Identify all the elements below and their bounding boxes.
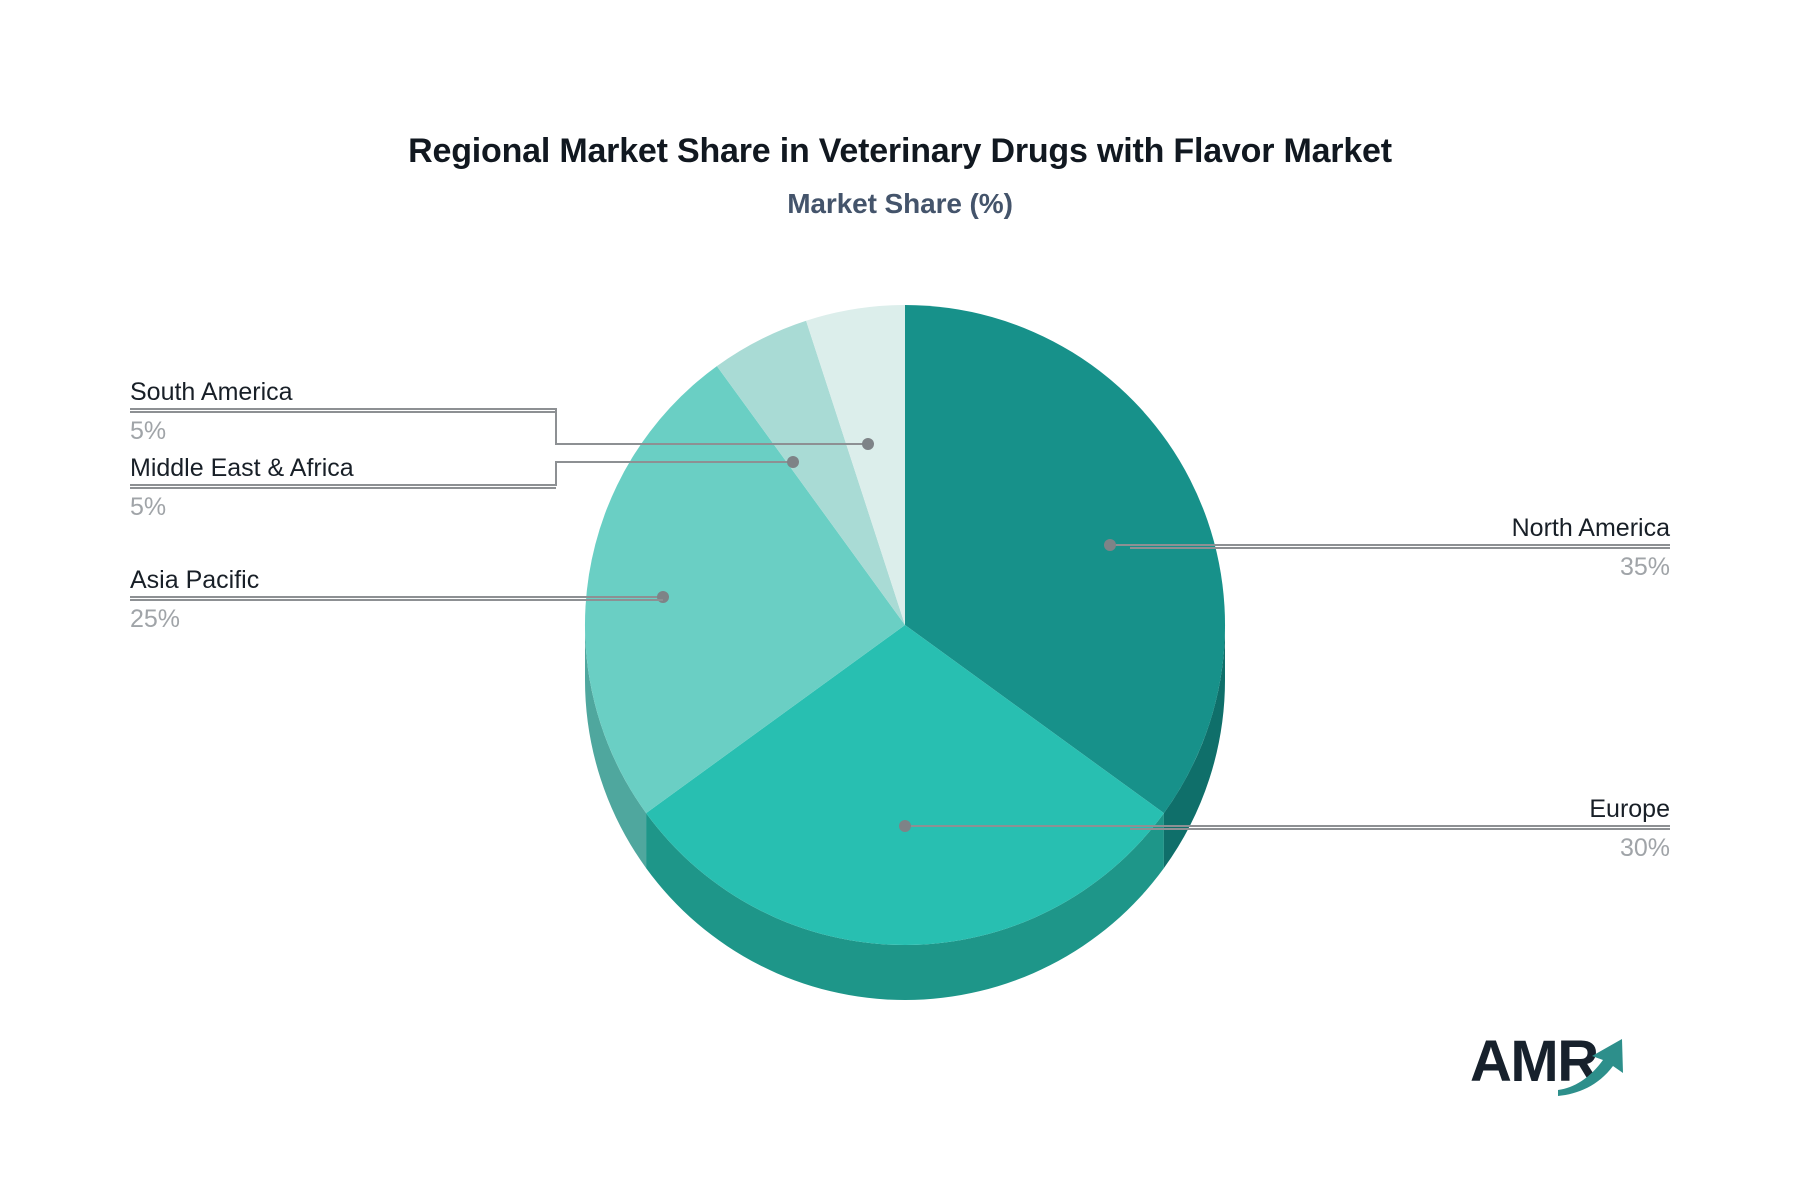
leader-line-south-america [130,408,868,445]
callout-label-europe: Europe [1589,795,1670,823]
callout-value-middle-east-africa: 5% [130,493,167,521]
callout-label-middle-east-africa: Middle East & Africa [130,454,354,482]
callout-label-south-america: South America [130,378,293,406]
pie-slice-asia-pacific[interactable] [584,366,905,814]
callout-europe: Europe 30% [1130,795,1670,862]
pie-slice-middle-east-africa[interactable] [716,320,905,625]
growth-arrow-icon [1558,1039,1623,1096]
leader-dot-middle-east-africa [787,456,799,468]
pie-slice-north-america[interactable] [905,305,1226,814]
callout-value-south-america: 5% [130,417,167,445]
callout-north-america: North America 35% [1130,514,1670,581]
pie-depth-group [585,625,1225,1001]
pie-side-asia-pacific [585,625,647,869]
pie-side-north-america [1163,625,1225,869]
callout-rule-asia-pacific [130,599,663,601]
callout-rule-north-america [1130,547,1670,549]
callout-label-asia-pacific: Asia Pacific [130,566,260,594]
page-title: Regional Market Share in Veterinary Drug… [408,132,1392,170]
callout-rule-middle-east-africa [130,487,556,489]
callout-rule-europe [1130,828,1670,830]
callout-asia-pacific: Asia Pacific 25% [130,566,663,633]
amr-logo: AMR [1470,1026,1648,1096]
pie-slices-group [584,305,1226,946]
callout-rule-south-america [130,411,556,413]
callout-value-europe: 30% [1619,834,1670,862]
chart-subtitle: Market Share (%) [787,188,1013,219]
pie-slice-south-america[interactable] [806,305,905,625]
leader-dot-north-america [1104,539,1116,551]
callout-value-north-america: 35% [1619,553,1670,581]
leader-dot-south-america [862,438,874,450]
callout-value-asia-pacific: 25% [130,605,181,633]
leader-line-middle-east-africa [130,461,793,486]
pie-side-europe [646,813,1164,1001]
leader-dot-europe [899,820,911,832]
callout-south-america: South America 5% [130,378,556,445]
amr-wordmark: AMR [1470,1029,1599,1094]
pie-slice-europe[interactable] [646,625,1164,946]
callout-middle-east-africa: Middle East & Africa 5% [130,454,556,521]
callout-label-north-america: North America [1511,514,1670,542]
leader-lines-group [130,408,1670,832]
